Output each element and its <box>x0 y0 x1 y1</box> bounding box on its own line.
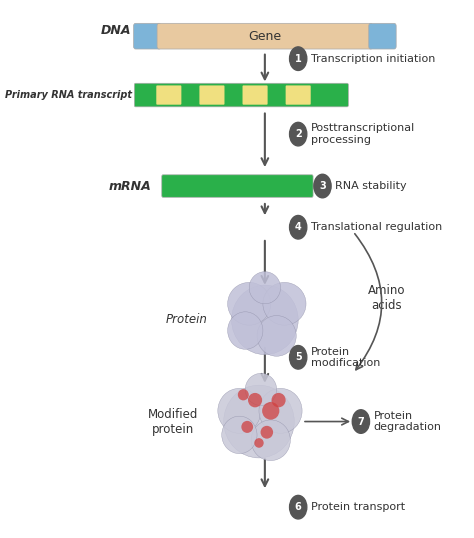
Text: 2: 2 <box>295 129 301 139</box>
Ellipse shape <box>272 393 286 407</box>
Circle shape <box>290 495 307 519</box>
Text: Protein
degradation: Protein degradation <box>374 410 442 433</box>
Text: RNA stability: RNA stability <box>336 181 407 191</box>
Ellipse shape <box>257 316 296 356</box>
FancyBboxPatch shape <box>243 86 268 105</box>
FancyBboxPatch shape <box>134 23 161 49</box>
Text: Gene: Gene <box>248 30 282 43</box>
Text: Modified
protein: Modified protein <box>147 408 198 436</box>
Text: Protein transport: Protein transport <box>311 502 405 512</box>
Ellipse shape <box>249 272 281 304</box>
Ellipse shape <box>245 373 277 406</box>
Circle shape <box>314 174 331 198</box>
Text: Transcription initiation: Transcription initiation <box>311 54 436 63</box>
Text: 5: 5 <box>295 352 301 362</box>
Circle shape <box>290 345 307 369</box>
Ellipse shape <box>224 385 294 458</box>
Circle shape <box>290 216 307 239</box>
Ellipse shape <box>254 438 264 448</box>
Text: DNA: DNA <box>101 24 132 37</box>
FancyBboxPatch shape <box>369 23 396 49</box>
Text: 6: 6 <box>295 502 301 512</box>
FancyBboxPatch shape <box>286 86 311 105</box>
FancyBboxPatch shape <box>157 23 373 49</box>
FancyBboxPatch shape <box>134 83 348 107</box>
Text: Protein: Protein <box>165 313 208 327</box>
Ellipse shape <box>261 426 273 438</box>
Text: Primary RNA transcript: Primary RNA transcript <box>5 90 132 100</box>
Ellipse shape <box>238 389 249 400</box>
Ellipse shape <box>228 282 271 325</box>
Text: 3: 3 <box>319 181 326 191</box>
FancyBboxPatch shape <box>156 86 182 105</box>
Ellipse shape <box>262 402 279 420</box>
FancyBboxPatch shape <box>162 175 313 197</box>
Text: 1: 1 <box>295 54 301 63</box>
Ellipse shape <box>218 388 261 433</box>
Text: 4: 4 <box>295 222 301 232</box>
Ellipse shape <box>222 416 257 454</box>
Ellipse shape <box>263 282 306 325</box>
Text: Amino
acids: Amino acids <box>368 285 405 313</box>
Text: Translational regulation: Translational regulation <box>311 222 442 232</box>
Circle shape <box>290 47 307 70</box>
Ellipse shape <box>231 285 298 355</box>
Text: 7: 7 <box>357 416 365 427</box>
Text: Posttranscriptional
processing: Posttranscriptional processing <box>311 123 415 145</box>
Text: mRNA: mRNA <box>109 180 151 193</box>
FancyBboxPatch shape <box>200 86 225 105</box>
Ellipse shape <box>251 420 291 461</box>
Ellipse shape <box>248 393 262 407</box>
Text: Protein
modification: Protein modification <box>311 346 381 368</box>
Ellipse shape <box>228 312 263 349</box>
Ellipse shape <box>259 388 302 433</box>
Circle shape <box>290 122 307 146</box>
Circle shape <box>352 410 370 433</box>
Ellipse shape <box>241 421 253 433</box>
